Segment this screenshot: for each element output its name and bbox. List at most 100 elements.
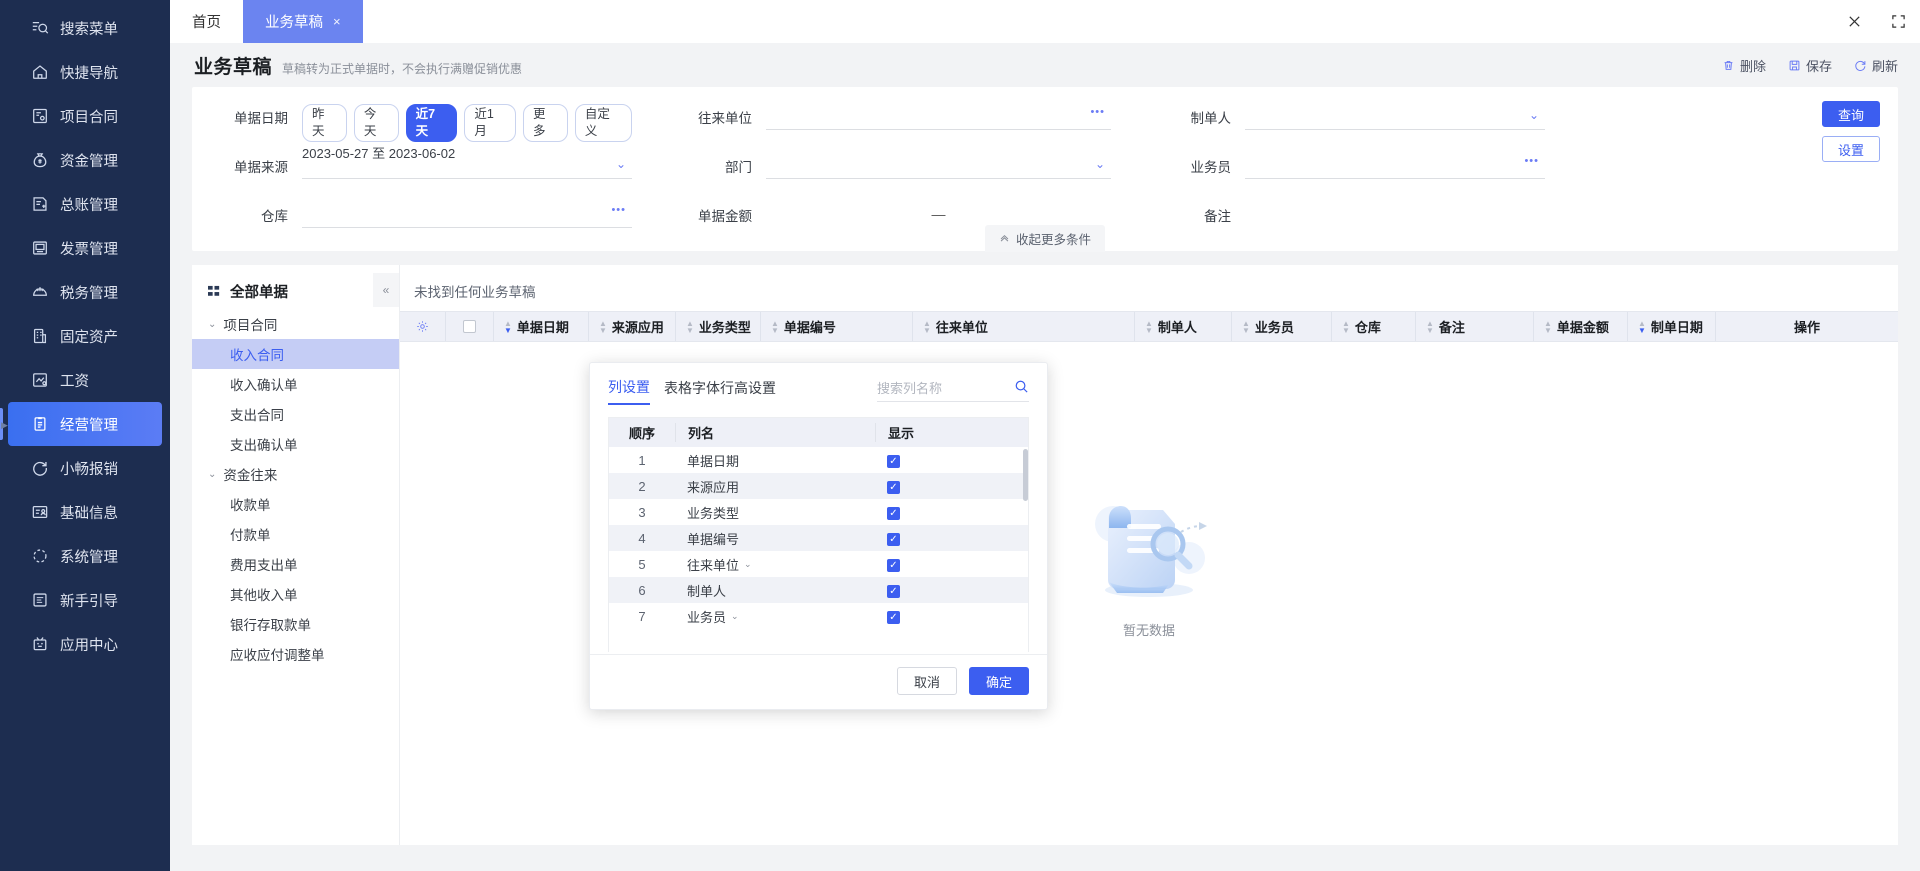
show-checkbox[interactable]: ✓: [887, 455, 900, 469]
chevron-down-icon[interactable]: ⌄: [615, 157, 626, 171]
date-chip-today[interactable]: 今天: [353, 104, 399, 142]
column-header-business-type[interactable]: ▲ ▼ 业务类型: [676, 312, 761, 341]
show-checkbox[interactable]: ✓: [887, 611, 900, 625]
column-header-create-date[interactable]: ▲ ▼ 制单日期: [1628, 312, 1716, 341]
source-input[interactable]: [302, 150, 632, 179]
remark-input[interactable]: [1245, 199, 1545, 228]
tree-group-project-contract[interactable]: ⌄ 项目合同: [192, 309, 399, 339]
column-row[interactable]: 6 制单人 ✓: [609, 577, 1028, 603]
tab-close-icon[interactable]: ×: [333, 14, 341, 29]
tab-business-draft[interactable]: 业务草稿 ×: [243, 0, 363, 43]
show-checkbox[interactable]: ✓: [887, 533, 900, 547]
date-chip-yesterday[interactable]: 昨天: [302, 104, 347, 142]
sidebar-item-reimburse[interactable]: 小畅报销: [8, 446, 162, 490]
sidebar-item-fund-management[interactable]: 资金管理: [8, 138, 162, 182]
delete-button[interactable]: 删除: [1722, 56, 1766, 75]
sort-indicator[interactable]: ▲ ▼: [1242, 318, 1250, 335]
show-checkbox[interactable]: ✓: [887, 585, 900, 599]
warehouse-input[interactable]: [302, 199, 632, 228]
tree-item-income-confirm[interactable]: 收入确认单: [192, 369, 399, 399]
column-header-amount[interactable]: ▲ ▼ 单据金额: [1534, 312, 1628, 341]
creator-input[interactable]: [1245, 101, 1545, 130]
refresh-button[interactable]: 刷新: [1854, 56, 1898, 75]
tree-item-expense-confirm[interactable]: 支出确认单: [192, 429, 399, 459]
column-settings-gear[interactable]: [400, 312, 446, 341]
sort-indicator[interactable]: ▲ ▼: [923, 318, 931, 335]
close-icon[interactable]: [1832, 0, 1876, 43]
tree-header[interactable]: 全部单据: [192, 273, 399, 309]
collapse-more-conditions-button[interactable]: 收起更多条件: [984, 225, 1106, 252]
tab-font-rowheight-settings[interactable]: 表格字体行高设置: [664, 380, 776, 396]
sort-indicator[interactable]: ▲ ▼: [1544, 318, 1552, 335]
sidebar-item-app-center[interactable]: 应用中心: [8, 622, 162, 666]
query-button[interactable]: 查询: [1822, 101, 1880, 127]
confirm-button[interactable]: 确定: [968, 667, 1029, 695]
column-row[interactable]: 3 业务类型 ✓: [609, 499, 1028, 525]
date-range-value[interactable]: 2023-05-27 至 2023-06-02: [302, 146, 456, 161]
column-row[interactable]: 4 单据编号 ✓: [609, 525, 1028, 551]
tab-column-settings[interactable]: 列设置: [608, 377, 650, 405]
sort-indicator[interactable]: ▲ ▼: [686, 318, 694, 335]
column-header-counterparty[interactable]: ▲ ▼ 往来单位: [913, 312, 1135, 341]
sort-indicator[interactable]: ▲ ▼: [1426, 318, 1434, 335]
sidebar-item-invoice[interactable]: 发票管理: [8, 226, 162, 270]
sort-indicator[interactable]: ▲ ▼: [599, 318, 607, 335]
chevron-down-icon[interactable]: ⌄: [1528, 108, 1539, 122]
sidebar-item-general-ledger[interactable]: 总账管理: [8, 182, 162, 226]
more-dots-icon[interactable]: •••: [611, 204, 626, 216]
counterparty-input[interactable]: [766, 101, 1111, 130]
tab-home[interactable]: 首页: [170, 0, 243, 43]
more-dots-icon[interactable]: •••: [1090, 106, 1105, 118]
sidebar-item-guide[interactable]: 新手引导: [8, 578, 162, 622]
amount-range[interactable]: —: [766, 199, 1111, 228]
fullscreen-icon[interactable]: [1876, 0, 1920, 43]
select-all-checkbox[interactable]: [446, 312, 494, 341]
tree-item-expense-voucher[interactable]: 费用支出单: [192, 549, 399, 579]
column-row[interactable]: 5 往来单位 ⌄ ✓: [609, 551, 1028, 577]
chevron-down-icon[interactable]: ⌄: [744, 558, 752, 569]
sort-indicator[interactable]: ▲ ▼: [1145, 318, 1153, 335]
date-chip-custom[interactable]: 自定义: [574, 104, 633, 142]
sidebar-item-fixed-assets[interactable]: 固定资产: [8, 314, 162, 358]
cancel-button[interactable]: 取消: [896, 667, 957, 695]
tree-item-bank-deposit-withdraw[interactable]: 银行存取款单: [192, 609, 399, 639]
search-icon[interactable]: [1014, 379, 1029, 397]
column-header-creator[interactable]: ▲ ▼ 制单人: [1135, 312, 1232, 341]
tree-item-ar-ap-adjust[interactable]: 应收应付调整单: [192, 639, 399, 669]
date-chip-last1month[interactable]: 近1月: [464, 104, 516, 142]
tree-item-income-contract[interactable]: 收入合同: [192, 339, 399, 369]
sidebar-item-payroll[interactable]: 工资: [8, 358, 162, 402]
column-header-remark[interactable]: ▲ ▼ 备注: [1416, 312, 1534, 341]
tree-group-fund-transactions[interactable]: ⌄ 资金往来: [192, 459, 399, 489]
sort-indicator[interactable]: ▲ ▼: [504, 318, 512, 335]
column-header-doc-date[interactable]: ▲ ▼ 单据日期: [494, 312, 589, 341]
sidebar-collapse-handle[interactable]: ▶: [1, 420, 8, 430]
sidebar-item-system-management[interactable]: 系统管理: [8, 534, 162, 578]
column-header-warehouse[interactable]: ▲ ▼ 仓库: [1332, 312, 1416, 341]
sidebar-item-basic-info[interactable]: 基础信息: [8, 490, 162, 534]
column-list-scrollbar[interactable]: [1023, 449, 1028, 501]
date-chip-last7days[interactable]: 近7天: [405, 104, 458, 142]
column-header-source-app[interactable]: ▲ ▼ 来源应用: [589, 312, 676, 341]
setting-button[interactable]: 设置: [1822, 136, 1880, 162]
show-checkbox[interactable]: ✓: [887, 559, 900, 573]
department-input[interactable]: [766, 150, 1111, 179]
show-checkbox[interactable]: ✓: [887, 507, 900, 521]
date-chip-more[interactable]: 更多: [523, 104, 568, 142]
column-header-doc-number[interactable]: ▲ ▼ 单据编号: [761, 312, 913, 341]
column-row[interactable]: 1 单据日期 ✓: [609, 447, 1028, 473]
search-input[interactable]: [877, 381, 1005, 396]
column-header-salesperson[interactable]: ▲ ▼ 业务员: [1232, 312, 1332, 341]
column-row[interactable]: 7 业务员 ⌄ ✓: [609, 603, 1028, 629]
column-row[interactable]: 2 来源应用 ✓: [609, 473, 1028, 499]
sidebar-item-tax[interactable]: 税务管理: [8, 270, 162, 314]
sort-indicator[interactable]: ▲ ▼: [1342, 318, 1350, 335]
sort-indicator[interactable]: ▲ ▼: [1638, 318, 1646, 335]
sidebar-item-project-contract[interactable]: 项目合同: [8, 94, 162, 138]
chevron-down-icon[interactable]: ⌄: [731, 610, 739, 621]
sort-indicator[interactable]: ▲ ▼: [771, 318, 779, 335]
sidebar-item-quick-nav[interactable]: 快捷导航: [8, 50, 162, 94]
show-checkbox[interactable]: ✓: [887, 481, 900, 495]
tree-item-receipt[interactable]: 收款单: [192, 489, 399, 519]
tree-item-payment[interactable]: 付款单: [192, 519, 399, 549]
